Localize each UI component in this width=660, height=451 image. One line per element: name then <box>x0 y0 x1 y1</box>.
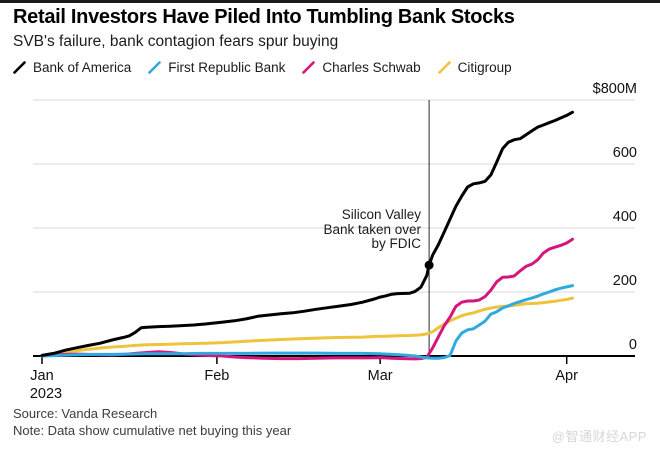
source-note-block: Source: Vanda Research Note: Data show c… <box>13 406 291 439</box>
x-tick-label-jan: Jan <box>30 368 54 384</box>
legend-slash-icon-citigroup <box>437 61 451 74</box>
x-tick-label-feb: Feb <box>204 368 230 384</box>
legend-label-bank_of_america: Bank of America <box>33 60 132 75</box>
series-line-charles_schwab <box>40 237 574 361</box>
x-tick-label-apr: Apr <box>555 368 578 384</box>
x-tick-label-mar: Mar <box>367 368 393 384</box>
y-tick-label-800: $800M <box>592 81 637 97</box>
chart-subtitle: SVB's failure, bank contagion fears spur… <box>13 33 339 50</box>
series-line-citigroup <box>40 296 574 358</box>
legend-item-bank_of_america: Bank of America <box>13 60 131 75</box>
legend-slash-icon-charles_schwab <box>302 61 316 74</box>
legend-label-first_republic: First Republic Bank <box>168 60 286 75</box>
legend-slash-icon-first_republic <box>148 61 162 74</box>
chart-title: Retail Investors Have Piled Into Tumblin… <box>13 6 515 28</box>
y-tick-label-0: 0 <box>628 337 637 353</box>
chart-legend: Bank of America First Republic Bank Charle… <box>13 60 512 75</box>
source-label: Source: Vanda Research <box>13 406 158 421</box>
legend-item-charles_schwab: Charles Schwab <box>302 60 421 75</box>
note-label: Note: Data show cumulative net buying th… <box>13 422 292 438</box>
watermark: @智通财经APP <box>551 429 647 444</box>
legend-item-citigroup: Citigroup <box>437 60 512 75</box>
series-line-first_republic <box>40 284 574 360</box>
top-border <box>0 0 660 3</box>
legend-item-first_republic: First Republic Bank <box>148 60 285 75</box>
series-line-bank_of_america <box>40 110 574 357</box>
y-tick-label-600: 600 <box>612 145 637 161</box>
svb-annotation-line-1: Silicon Valley <box>341 207 421 222</box>
y-tick-label-400: 400 <box>612 209 637 225</box>
svb-event-annotation: Silicon Valley Bank taken over by FDIC <box>323 207 421 252</box>
svb-event-dot <box>424 260 434 270</box>
svb-annotation-line-2: Bank taken over <box>323 221 421 237</box>
x-tick-sublabel-2023: 2023 <box>29 386 63 402</box>
svb-annotation-line-3: by FDIC <box>371 236 421 252</box>
legend-label-charles_schwab: Charles Schwab <box>322 60 421 75</box>
legend-label-citigroup: Citigroup <box>457 60 512 75</box>
y-tick-label-200: 200 <box>612 273 637 289</box>
legend-slash-icon-bank_of_america <box>13 61 26 74</box>
